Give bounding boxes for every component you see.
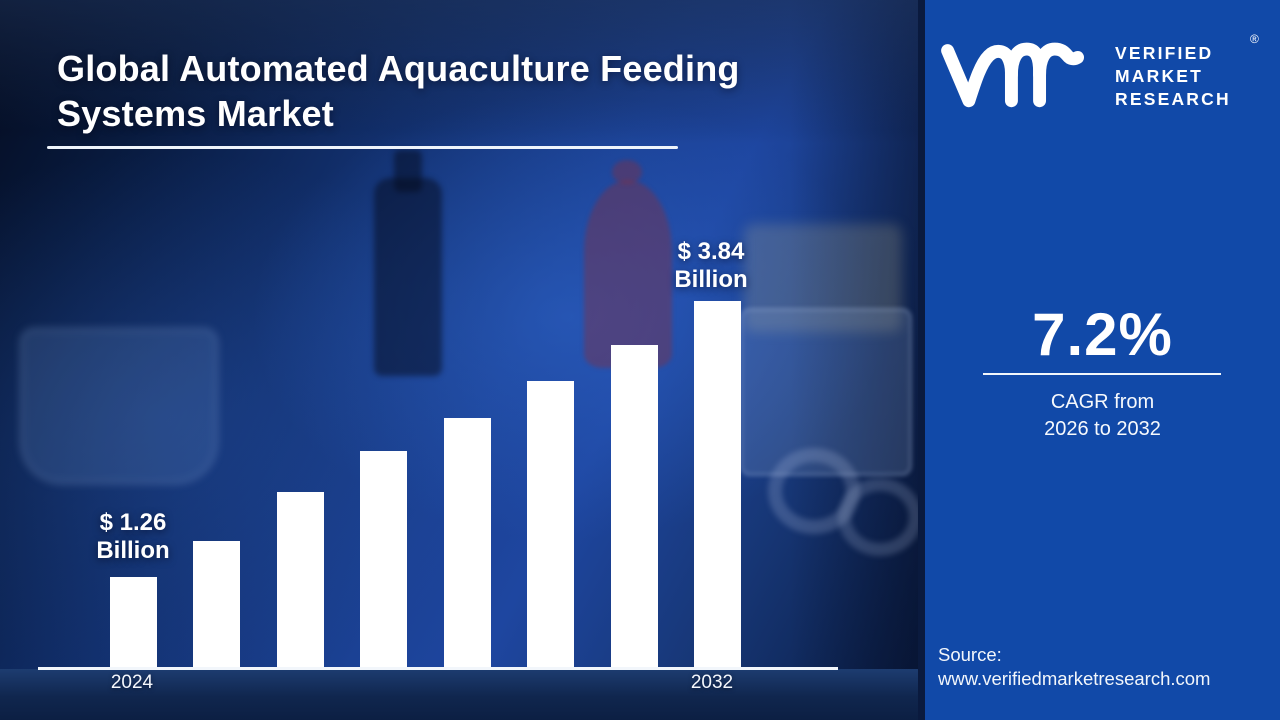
bar-year-2032 [694, 301, 741, 668]
title-underline [47, 146, 678, 149]
brand-wordmark: VERIFIED MARKET RESEARCH [1115, 42, 1231, 111]
panel-divider-strip [918, 0, 925, 720]
page-title-line1: Global Automated Aquaculture Feeding [57, 48, 740, 89]
bar-year-index-1 [193, 541, 240, 668]
first-bar-value: $ 1.26 [99, 509, 167, 536]
cagr-caption: CAGR from 2026 to 2032 [925, 389, 1280, 443]
source-url: www.verifiedmarketresearch.com [938, 668, 1211, 689]
cagr-value: 7.2% [1032, 301, 1173, 368]
bar-year-index-5 [527, 381, 574, 668]
brand-word-research: RESEARCH [1115, 89, 1231, 109]
x-axis-line [38, 667, 838, 670]
bar-year-index-2 [277, 492, 324, 668]
source-label: Source: [938, 644, 1002, 665]
bar-year-2024 [110, 577, 157, 668]
brand-word-market: MARKET [1115, 66, 1204, 86]
last-bar-value: $ 3.84 [677, 238, 745, 265]
bar-year-index-6 [611, 345, 658, 668]
first-bar-unit: Billion [96, 537, 170, 564]
bar-year-index-4 [444, 418, 491, 668]
page-title: Global Automated Aquaculture Feeding Sys… [57, 46, 777, 136]
brand-word-verified: VERIFIED [1115, 43, 1214, 63]
source-block: Source: www.verifiedmarketresearch.com [938, 643, 1210, 691]
last-bar-value-label: $ 3.84 Billion [636, 238, 786, 294]
registered-trademark-symbol: ® [1250, 32, 1259, 46]
x-axis-label-2032: 2032 [690, 672, 734, 693]
brand-panel: VERIFIED MARKET RESEARCH ® 7.2% CAGR fro… [925, 0, 1280, 720]
x-axis-label-2024: 2024 [110, 672, 154, 693]
first-bar-value-label: $ 1.26 Billion [58, 509, 208, 565]
cagr-caption-line1: CAGR from [1050, 391, 1155, 413]
vmr-logo-icon [941, 42, 1085, 108]
bar-year-index-3 [360, 451, 407, 668]
last-bar-unit: Billion [674, 266, 748, 293]
page-title-line2: Systems Market [57, 93, 334, 134]
below-axis-ground [0, 669, 918, 720]
cagr-caption-line2: 2026 to 2032 [1044, 418, 1161, 440]
stat-divider-line [983, 373, 1221, 375]
